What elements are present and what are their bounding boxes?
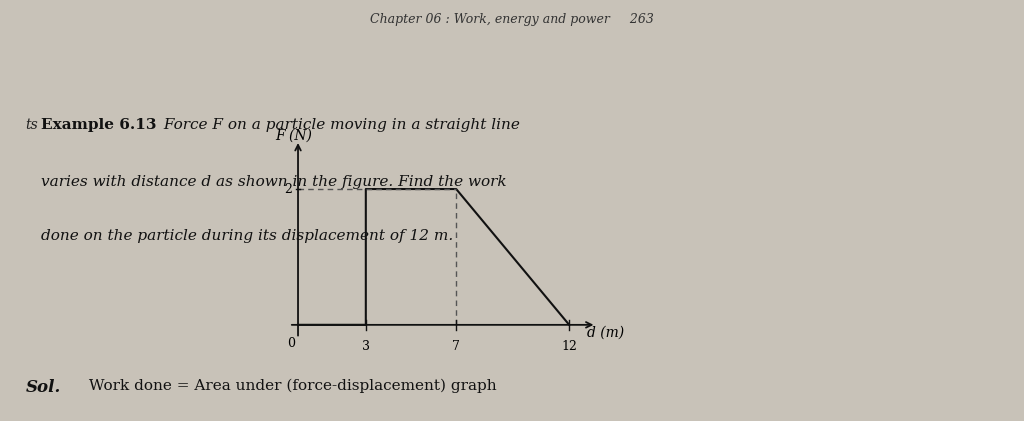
Text: ts: ts [26,118,38,132]
Text: F (N): F (N) [275,129,312,143]
Text: done on the particle during its displacement of 12 m.: done on the particle during its displace… [41,229,454,243]
Text: 12: 12 [561,340,578,353]
Text: 7: 7 [453,340,460,353]
Text: Work done = Area under (force-displacement) graph: Work done = Area under (force-displaceme… [84,379,497,393]
Text: Force F on a particle moving in a straight line: Force F on a particle moving in a straig… [159,118,519,132]
Text: Chapter 06 : Work, energy and power     263: Chapter 06 : Work, energy and power 263 [370,13,654,26]
Text: 0: 0 [288,337,295,350]
Text: Sol.: Sol. [26,379,60,396]
Text: 2: 2 [285,183,293,195]
Text: 3: 3 [361,340,370,353]
Text: varies with distance d as shown in the figure. Find the work: varies with distance d as shown in the f… [41,175,507,189]
Text: Example 6.13: Example 6.13 [41,118,157,132]
Text: d (m): d (m) [587,326,624,340]
